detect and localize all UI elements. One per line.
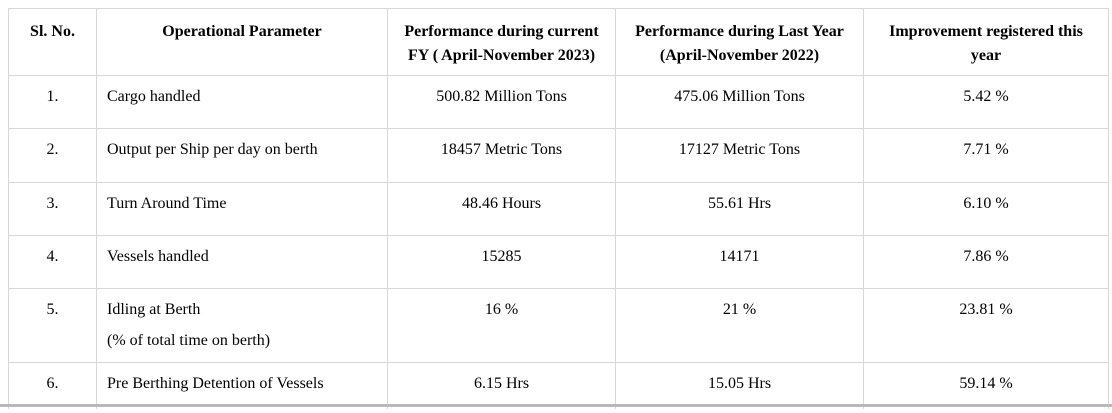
cell-current: 18457 Metric Tons xyxy=(387,128,616,183)
cell-current: 16 % xyxy=(387,288,616,363)
cell-current: 48.46 Hours xyxy=(387,182,616,236)
table-bottom-border xyxy=(0,404,1112,407)
cell-last-year: 475.06 Million Tons xyxy=(615,75,864,129)
cell-improvement: 7.71 % xyxy=(863,128,1109,183)
cell-last-year: 55.61 Hrs xyxy=(615,182,864,236)
cell-improvement: 23.81 % xyxy=(863,288,1109,363)
cell-parameter: Idling at Berth (% of total time on bert… xyxy=(96,288,388,363)
cell-improvement: 6.10 % xyxy=(863,182,1109,236)
cell-sl: 1. xyxy=(8,75,97,129)
cell-sl: 6. xyxy=(8,362,97,409)
cell-sl: 2. xyxy=(8,128,97,183)
cell-sl: 3. xyxy=(8,182,97,236)
cell-last-year: 21 % xyxy=(615,288,864,363)
cell-current: 15285 xyxy=(387,235,616,289)
cell-parameter: Cargo handled xyxy=(96,75,388,129)
header-last-year: Performance during Last Year (April-Nove… xyxy=(615,8,864,76)
performance-table: Sl. No. Operational Parameter Performanc… xyxy=(8,8,1109,409)
cell-parameter: Vessels handled xyxy=(96,235,388,289)
parameter-line: Idling at Berth xyxy=(107,301,201,318)
cell-current: 6.15 Hrs xyxy=(387,362,616,409)
header-row: Sl. No. Operational Parameter Performanc… xyxy=(8,8,1109,76)
cell-current: 500.82 Million Tons xyxy=(387,75,616,129)
cell-last-year: 17127 Metric Tons xyxy=(615,128,864,183)
header-current-fy: Performance during current FY ( April-No… xyxy=(387,8,616,76)
table-row: 3. Turn Around Time 48.46 Hours 55.61 Hr… xyxy=(8,182,1109,236)
parameter-note: (% of total time on berth) xyxy=(107,332,271,350)
table-row: 5. Idling at Berth (% of total time on b… xyxy=(8,288,1109,363)
cell-sl: 4. xyxy=(8,235,97,289)
header-operational-parameter: Operational Parameter xyxy=(96,8,388,76)
cell-last-year: 15.05 Hrs xyxy=(615,362,864,409)
header-improvement: Improvement registered this year xyxy=(863,8,1109,76)
table-row: 4. Vessels handled 15285 14171 7.86 % xyxy=(8,235,1109,289)
table-row: 1. Cargo handled 500.82 Million Tons 475… xyxy=(8,75,1109,129)
cell-sl: 5. xyxy=(8,288,97,363)
cell-improvement: 59.14 % xyxy=(863,362,1109,409)
cell-parameter: Turn Around Time xyxy=(96,182,388,236)
table-row: 6. Pre Berthing Detention of Vessels 6.1… xyxy=(8,362,1109,409)
table-row: 2. Output per Ship per day on berth 1845… xyxy=(8,128,1109,183)
cell-improvement: 7.86 % xyxy=(863,235,1109,289)
cell-parameter: Pre Berthing Detention of Vessels xyxy=(96,362,388,409)
cell-improvement: 5.42 % xyxy=(863,75,1109,129)
cell-parameter: Output per Ship per day on berth xyxy=(96,128,388,183)
cell-last-year: 14171 xyxy=(615,235,864,289)
header-sl-no: Sl. No. xyxy=(8,8,97,76)
